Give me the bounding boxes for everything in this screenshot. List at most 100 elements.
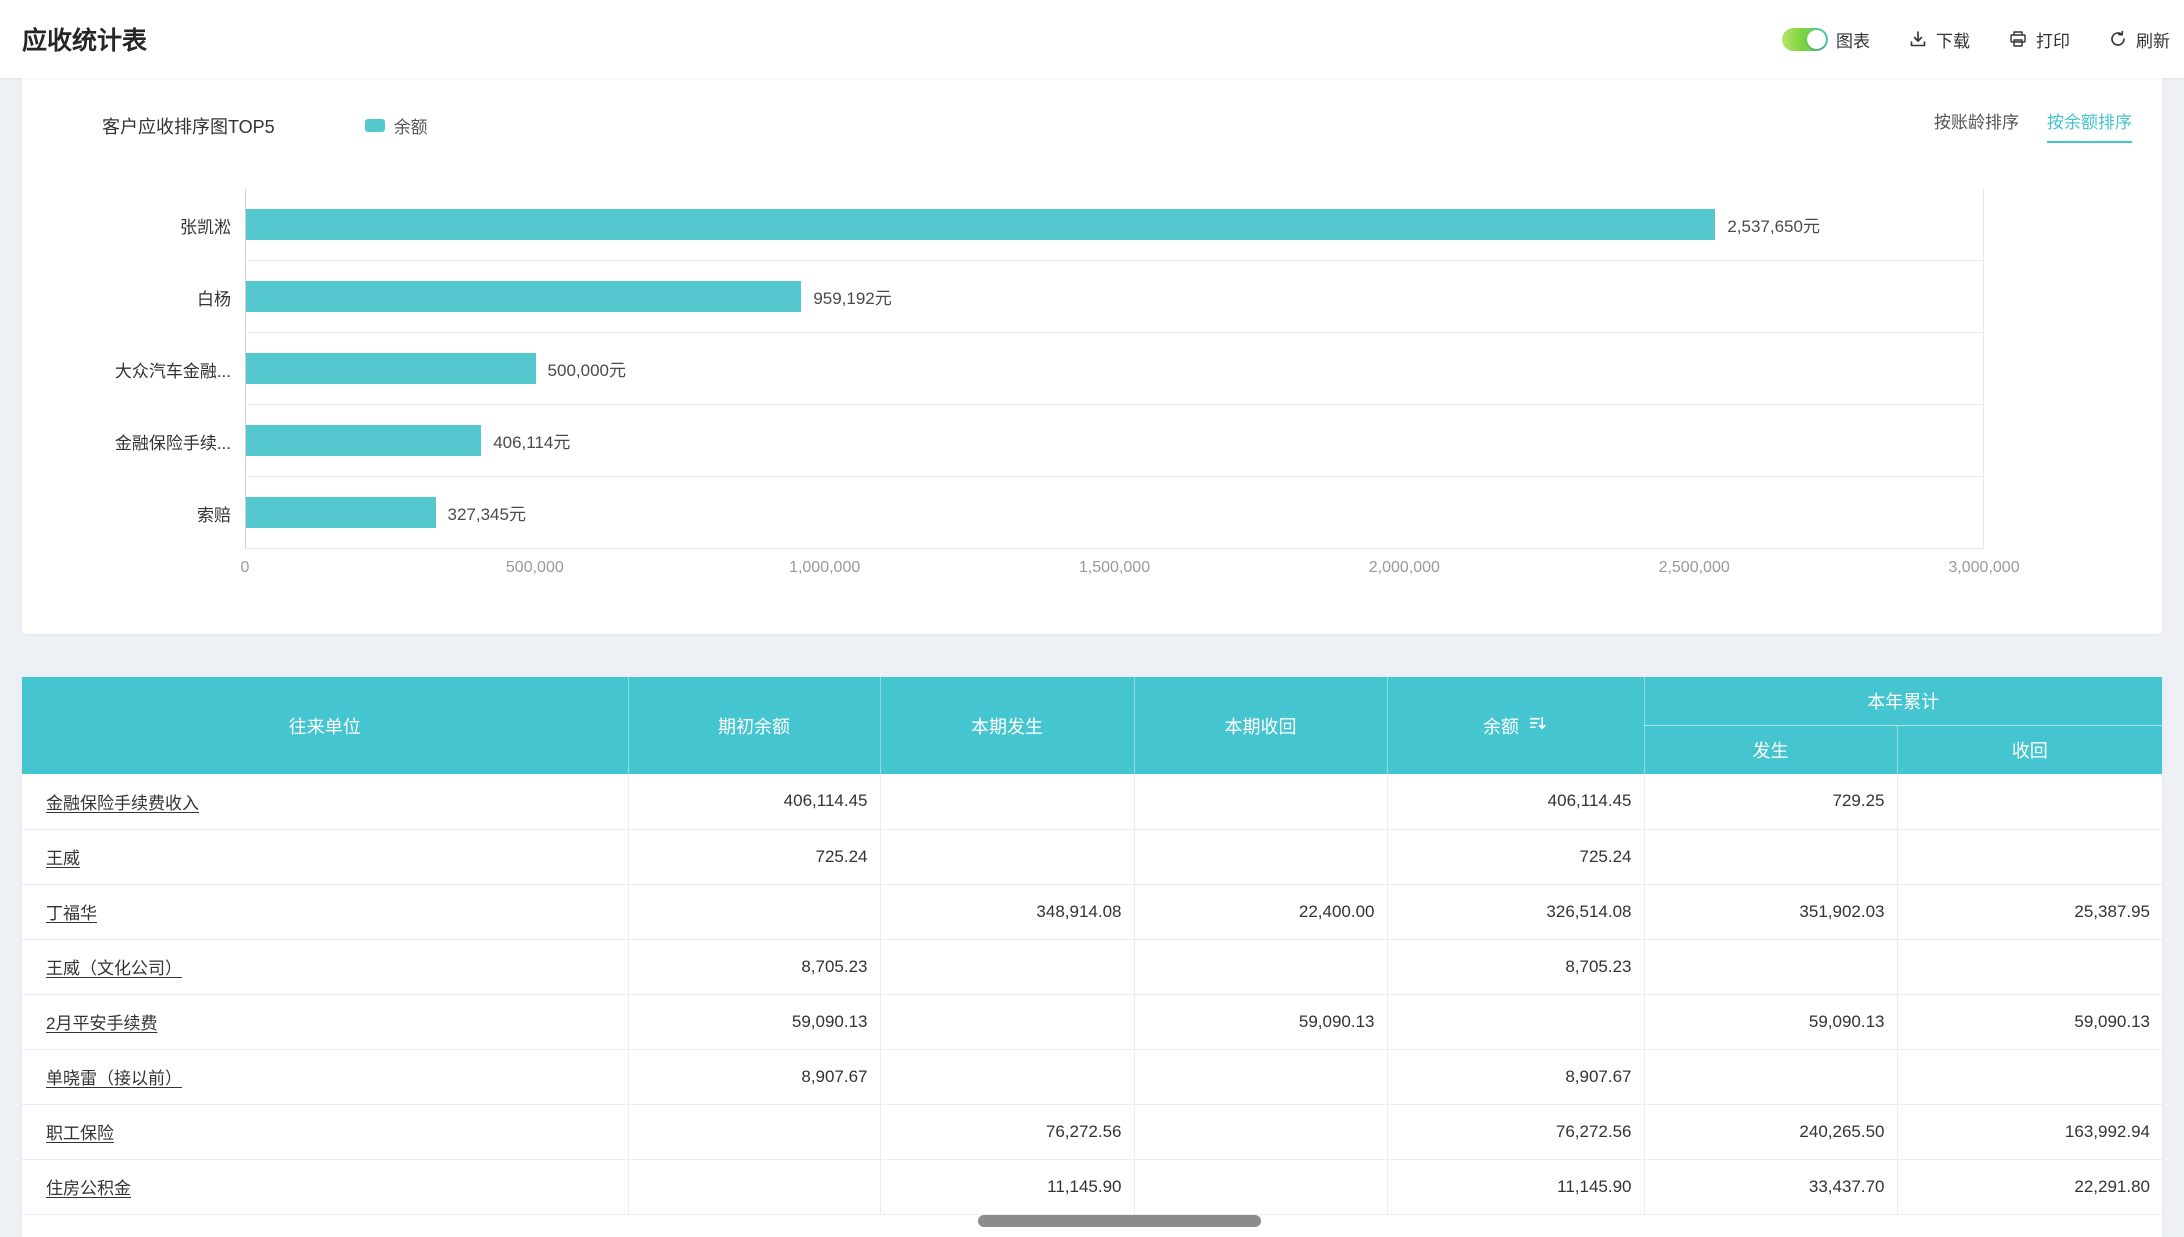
amount-cell: [1134, 774, 1388, 830]
amount-cell: 76,272.56: [1387, 1104, 1645, 1160]
legend-swatch: [364, 119, 385, 132]
amount-cell: [1644, 939, 1898, 995]
company-link[interactable]: 王威: [46, 849, 80, 868]
bar[interactable]: [246, 281, 802, 312]
refresh-icon: [2108, 29, 2128, 49]
company-link[interactable]: 王威（文化公司）: [46, 959, 182, 978]
amount-cell: [1134, 1104, 1388, 1160]
company-link[interactable]: 住房公积金: [46, 1179, 131, 1198]
company-link[interactable]: 职工保险: [46, 1124, 114, 1143]
company-cell: 丁福华: [22, 884, 629, 940]
chart-header: 客户应收排序图TOP5 余额 按账龄排序 按余额排序: [22, 78, 2162, 143]
bar[interactable]: [246, 425, 482, 456]
horizontal-scrollbar-thumb[interactable]: [978, 1215, 1261, 1227]
x-axis-tick: 3,000,000: [1948, 559, 2020, 576]
amount-cell: 351,902.03: [1644, 884, 1898, 940]
refresh-label: 刷新: [2136, 31, 2170, 51]
amount-cell: [880, 1049, 1135, 1105]
amount-cell: 240,265.50: [1644, 1104, 1898, 1160]
chart-title: 客户应收排序图TOP5: [102, 116, 275, 137]
toggle-knob: [1807, 29, 1826, 49]
bar-value-label: 406,114元: [493, 433, 571, 452]
sort-icon[interactable]: [1527, 713, 1548, 739]
page-title: 应收统计表: [22, 27, 148, 55]
y-axis-category-label: 张凯淞: [180, 217, 231, 237]
amount-cell: 348,914.08: [880, 884, 1135, 940]
amount-cell: [1644, 829, 1898, 885]
table-row: 王威（文化公司） 8,705.23 8,705.23: [22, 939, 2162, 995]
x-axis-tick: 2,500,000: [1658, 559, 1730, 576]
receivables-table-card: 往来单位 期初余额 本期发生 本期收回 余额 本年累计: [22, 677, 2162, 1237]
amount-cell: 22,291.80: [1897, 1159, 2162, 1215]
company-link[interactable]: 2月平安手续费: [46, 1014, 158, 1033]
chart-row: 大众汽车金融... 500,000元: [22, 333, 1983, 405]
amount-cell: 406,114.45: [1387, 774, 1645, 830]
toolbar: 图表 下载 打印 刷新: [1782, 27, 2170, 52]
y-axis-category-label: 大众汽车金融...: [114, 361, 231, 381]
amount-cell: 729.25: [1644, 774, 1898, 830]
bar-zone: 327,345元: [245, 477, 1983, 549]
tab-sort-by-aging[interactable]: 按账龄排序: [1934, 113, 2019, 132]
col-header-opening-balance: 期初余额: [628, 677, 881, 774]
x-axis-tick: 1,500,000: [1078, 559, 1151, 576]
col-header-year-received: 收回: [1897, 725, 2162, 774]
y-axis-category-label: 索赔: [197, 505, 231, 525]
download-label: 下载: [1936, 31, 1970, 51]
tab-sort-by-balance[interactable]: 按余额排序: [2047, 108, 2132, 143]
table-row: 住房公积金 11,145.90 11,145.90 33,437.70 22,291.8…: [22, 1159, 2162, 1215]
amount-cell: 59,090.13: [628, 994, 881, 1050]
legend-balance: 余额: [364, 113, 428, 138]
amount-cell: [1134, 939, 1388, 995]
company-link[interactable]: 单晓雷（接以前）: [46, 1069, 182, 1088]
print-label: 打印: [2036, 31, 2070, 51]
table-row: 单晓雷（接以前） 8,907.67 8,907.67: [22, 1049, 2162, 1105]
col-header-current-received: 本期收回: [1134, 677, 1388, 774]
bar[interactable]: [246, 497, 436, 528]
company-cell: 王威（文化公司）: [22, 939, 629, 995]
top-bar: 应收统计表 图表 下载 打印: [0, 0, 2184, 78]
amount-cell: [880, 829, 1135, 885]
amount-cell: 8,907.67: [1387, 1049, 1645, 1105]
amount-cell: 33,437.70: [1644, 1159, 1898, 1215]
amount-cell: 8,907.67: [628, 1049, 881, 1105]
company-cell: 王威: [22, 829, 629, 885]
chart-toggle-group: 图表: [1782, 27, 1870, 52]
table-row: 丁福华 348,914.08 22,400.00 326,514.08 351,902.…: [22, 884, 2162, 940]
amount-cell: 59,090.13: [1644, 994, 1898, 1050]
download-icon: [1908, 29, 1928, 49]
amount-cell: 59,090.13: [1897, 994, 2162, 1050]
x-axis: 0 500,000 1,000,000 1,500,000 2,000,000 2,500…: [241, 559, 2020, 589]
amount-cell: [1644, 1049, 1898, 1105]
print-button[interactable]: 打印: [2008, 27, 2070, 52]
amount-cell: [1897, 829, 2162, 885]
download-button[interactable]: 下载: [1908, 27, 1970, 52]
amount-cell: 725.24: [628, 829, 881, 885]
amount-cell: [880, 994, 1135, 1050]
amount-cell: [628, 1159, 881, 1215]
receivables-table: 往来单位 期初余额 本期发生 本期收回 余额 本年累计: [22, 677, 2162, 1215]
bar-value-label: 500,000元: [547, 361, 626, 380]
company-link[interactable]: 金融保险手续费收入: [46, 793, 199, 813]
table-row: 职工保险 76,272.56 76,272.56 240,265.50 163,992.…: [22, 1104, 2162, 1160]
table-row: 2月平安手续费 59,090.13 59,090.13 59,090.13 59,090…: [22, 994, 2162, 1050]
amount-cell: [1134, 829, 1388, 885]
amount-cell: 22,400.00: [1134, 884, 1388, 940]
amount-cell: 59,090.13: [1134, 994, 1388, 1050]
chart-toggle-label: 图表: [1836, 31, 1870, 51]
amount-cell: [1897, 1049, 2162, 1105]
bar-chart: 张凯淞 2,537,650元 白杨 959,192元 大众汽车金融... 500,000元…: [22, 189, 1984, 549]
refresh-button[interactable]: 刷新: [2108, 27, 2170, 52]
amount-cell: [628, 1104, 881, 1160]
amount-cell: [628, 884, 881, 940]
bar[interactable]: [246, 353, 536, 384]
amount-cell: 163,992.94: [1897, 1104, 2162, 1160]
col-header-balance[interactable]: 余额: [1387, 677, 1645, 774]
bar[interactable]: [246, 209, 1716, 240]
amount-cell: 406,114.45: [628, 774, 881, 830]
table-row: 金融保险手续费收入 406,114.45 406,114.45 729.25: [22, 774, 2162, 830]
legend-label: 余额: [393, 118, 428, 137]
bar-value-label: 959,192元: [813, 289, 892, 308]
chart-view-toggle[interactable]: [1782, 27, 1828, 51]
company-link[interactable]: 丁福华: [46, 904, 97, 923]
amount-cell: 326,514.08: [1387, 884, 1645, 940]
